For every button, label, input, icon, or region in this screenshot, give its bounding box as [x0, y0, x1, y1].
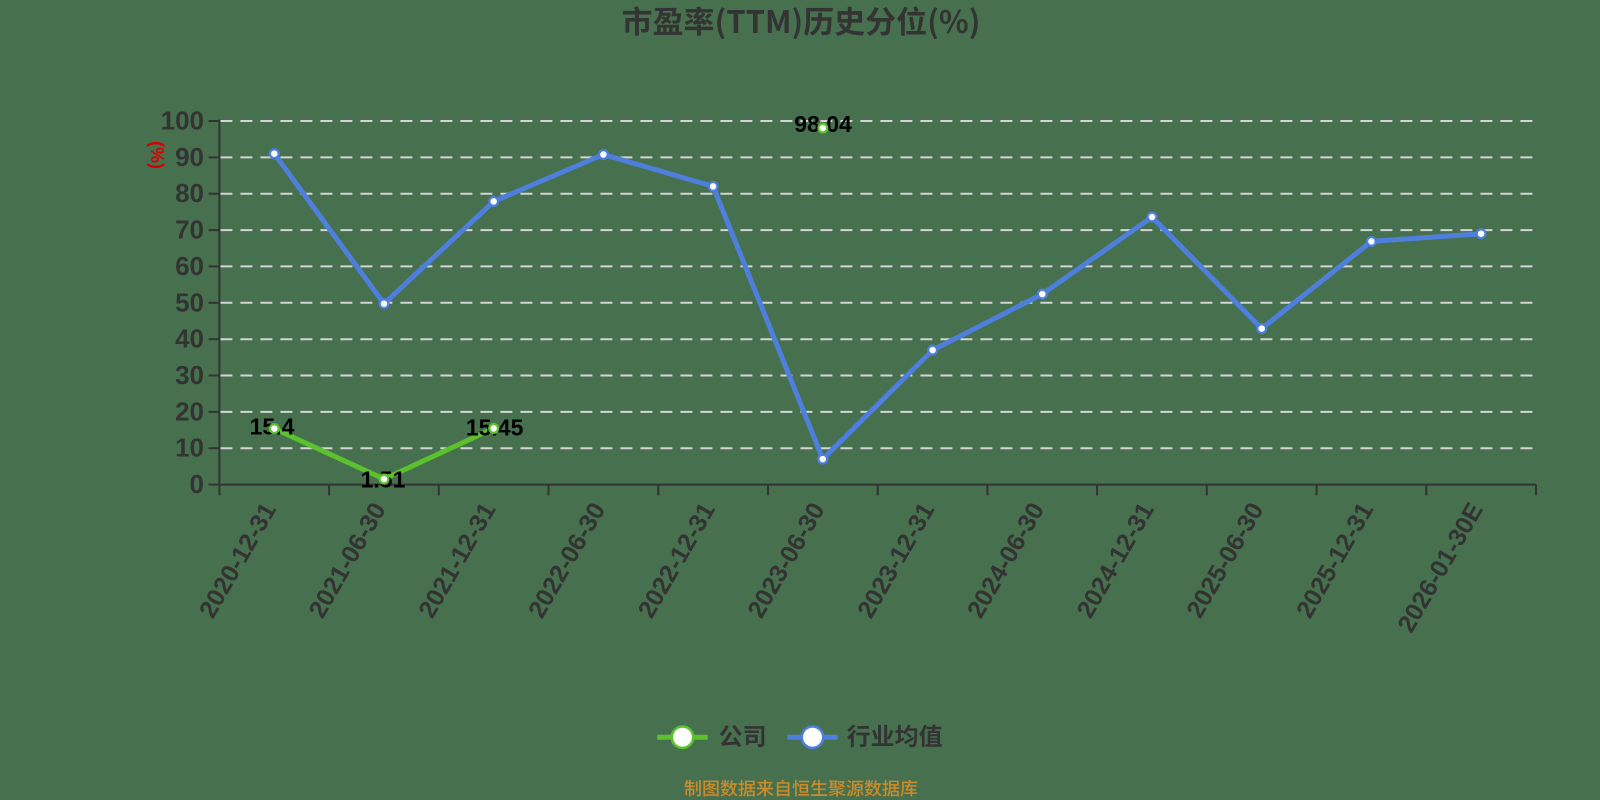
- svg-text:30: 30: [175, 360, 204, 390]
- svg-text:10: 10: [175, 433, 204, 463]
- svg-text:70: 70: [175, 215, 204, 245]
- svg-text:0: 0: [190, 469, 204, 499]
- svg-text:50: 50: [175, 287, 204, 317]
- svg-text:80: 80: [175, 178, 204, 208]
- svg-text:90: 90: [175, 142, 204, 172]
- svg-text:40: 40: [175, 324, 204, 354]
- svg-text:(%): (%): [147, 141, 167, 169]
- svg-text:60: 60: [175, 251, 204, 281]
- svg-text:20: 20: [175, 396, 204, 426]
- svg-text:100: 100: [161, 106, 204, 136]
